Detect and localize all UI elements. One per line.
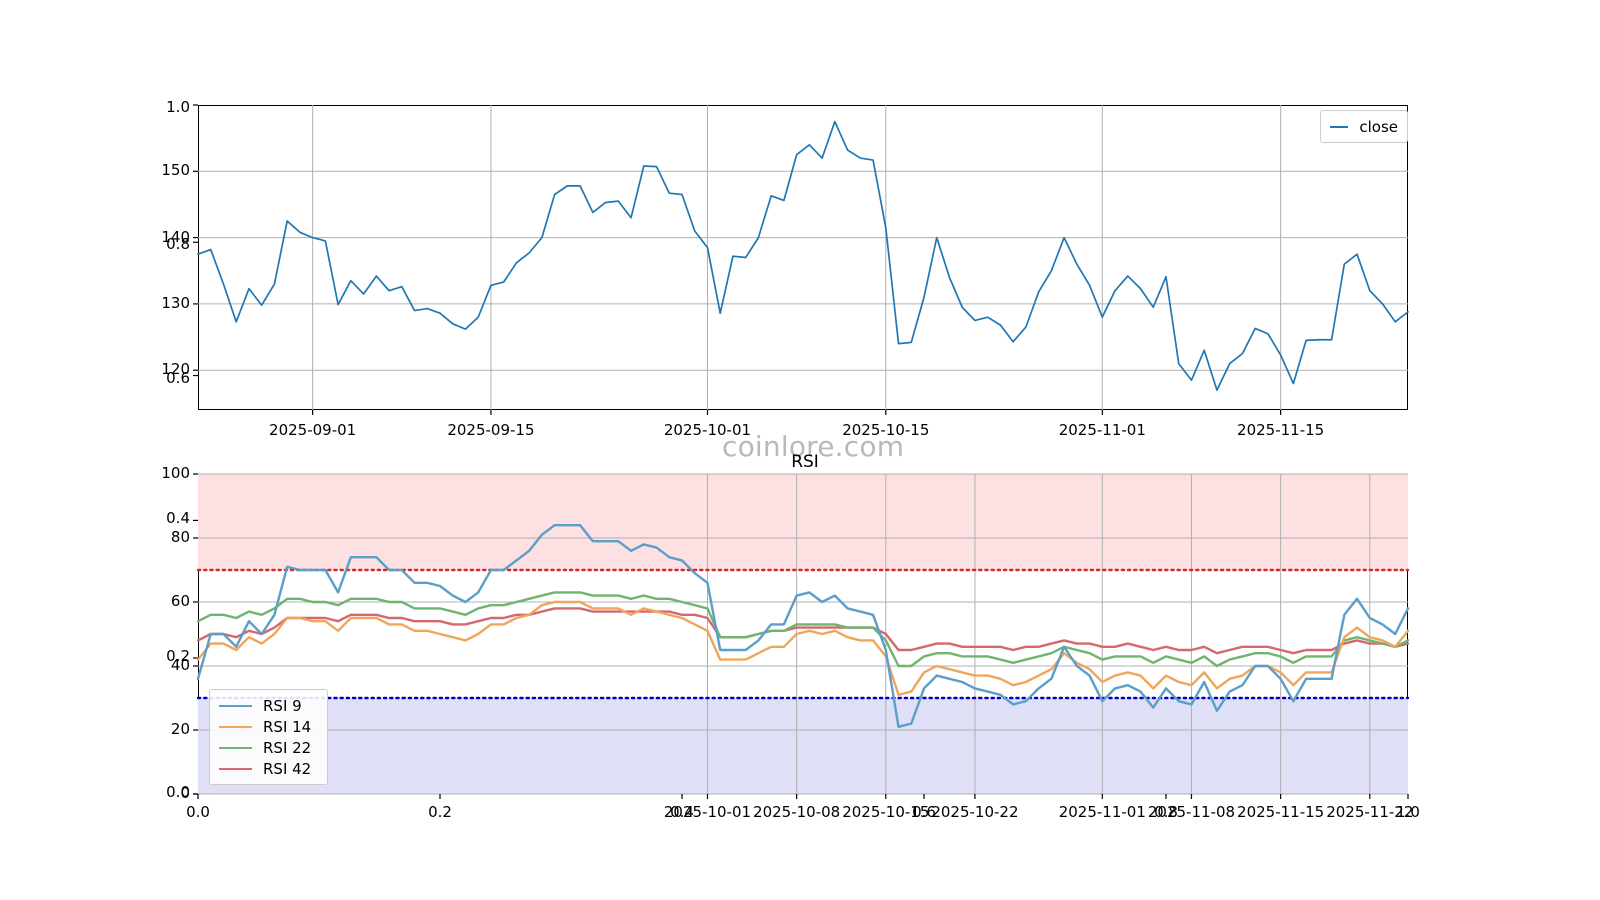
rsi-ytick-80: 80 [170,528,190,546]
rsi-ytick-secondary-0: 0.0 [166,783,190,801]
rsi-xtick-date-6: 2025-11-15 [1237,803,1325,821]
legend-swatch-rsi42 [219,767,252,770]
price-ytick-130: 130 [161,293,190,312]
rsi-ytick-0: 0 [180,784,190,802]
legend-item-close: close [1330,116,1398,137]
rsi-xtick-date-5: 2025-11-08 [1147,803,1236,821]
rsi-xtick-numeric-3: 0.6 [912,803,936,821]
legend-item-rsi9: RSI 9 [219,695,318,716]
price-ytick-secondary-2: 1.0 [166,98,190,116]
legend-label-rsi9: RSI 9 [263,696,302,715]
rsi-xtick-date-4: 2025-11-01 [1058,803,1146,821]
price-xtick-4: 2025-11-01 [1058,421,1146,439]
rsi-ytick-100: 100 [161,464,190,482]
legend-swatch-rsi22 [219,746,252,749]
rsi-xtick-numeric-2: 0.4 [670,803,694,821]
legend-item-rsi14: RSI 14 [219,716,318,737]
watermark: coinlore.com [722,430,905,463]
legend-label-rsi14: RSI 14 [263,717,312,736]
price-ytick-140: 140 [161,227,190,246]
price-xtick-5: 2025-11-15 [1237,421,1325,439]
price-xtick-1: 2025-09-15 [447,421,535,439]
price-ytick-secondary-1: 0.8 [166,235,190,254]
price-xtick-3: 2025-10-15 [842,421,930,439]
legend-label-rsi22: RSI 22 [263,738,312,757]
legend-label-rsi42: RSI 42 [263,759,312,778]
rsi-xtick-date-7: 2025-11-22 [1326,803,1414,821]
price-xtick-0: 2025-09-01 [269,421,357,439]
legend-swatch-close [1330,125,1349,128]
rsi-xtick-date-1: 2025-10-08 [753,803,841,821]
rsi-ytick-40: 40 [170,656,190,674]
price-ytick-secondary-0: 0.6 [166,368,190,387]
rsi-ytick-60: 60 [170,592,190,610]
price-legend: close [1320,110,1408,143]
rsi-ytick-secondary-1: 0.2 [166,647,190,665]
price-ytick-120: 120 [161,360,190,379]
rsi-ytick-20: 20 [170,720,190,738]
legend-label-close: close [1359,117,1398,136]
price-plot-frame [198,105,1408,410]
price-ytick-150: 150 [161,161,190,180]
rsi-legend: RSI 9 RSI 14 RSI 22 RSI 42 [209,689,328,785]
rsi-panel-title: RSI [791,452,819,472]
rsi-xtick-numeric-0: 0.0 [186,803,210,821]
rsi-ytick-secondary-2: 0.4 [166,509,190,528]
rsi-xtick-numeric-5: 1.0 [1396,803,1420,821]
rsi-xtick-date-3: 2025-10-22 [931,803,1019,821]
price-xtick-2: 2025-10-01 [663,421,752,439]
legend-swatch-rsi14 [219,725,252,728]
rsi-xtick-numeric-1: 0.2 [428,803,452,821]
legend-item-rsi22: RSI 22 [219,737,318,758]
legend-swatch-rsi9 [219,704,252,707]
rsi-xtick-numeric-4: 0.8 [1154,803,1178,821]
legend-item-rsi42: RSI 42 [219,758,318,779]
rsi-xtick-date-0: 2025-10-01 [663,803,752,821]
rsi-xtick-date-2: 2025-10-15 [842,803,930,821]
